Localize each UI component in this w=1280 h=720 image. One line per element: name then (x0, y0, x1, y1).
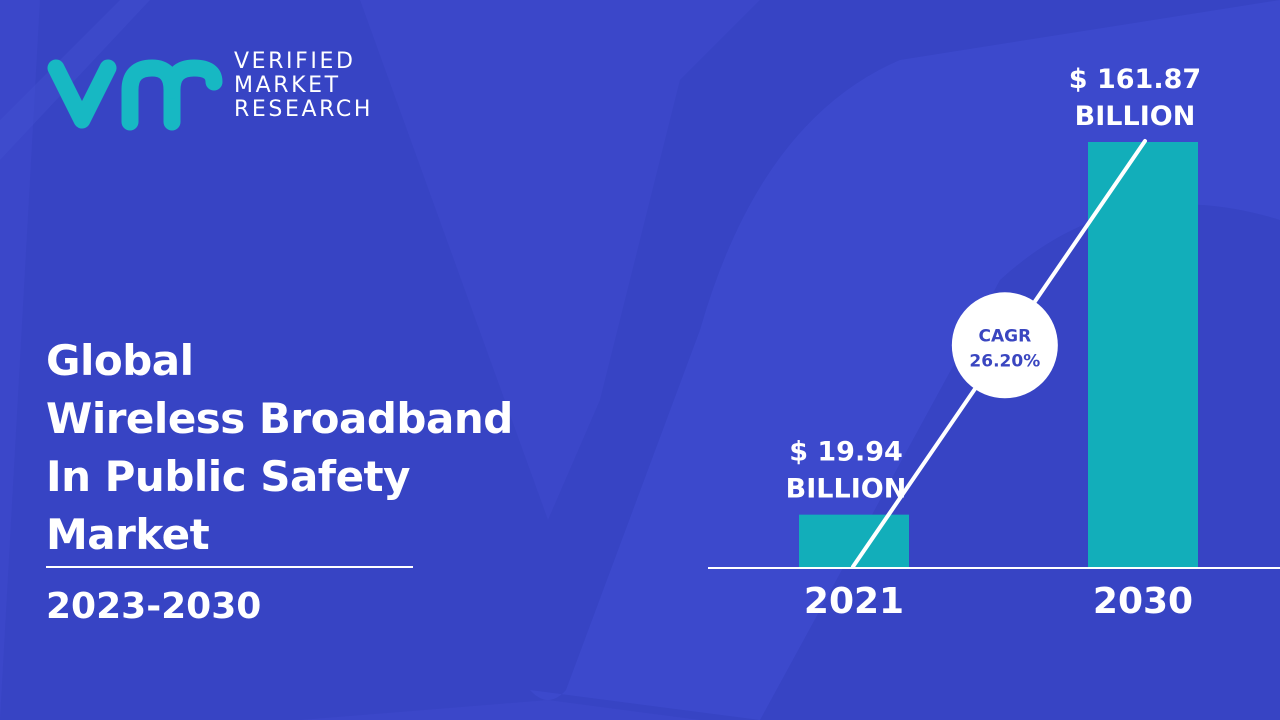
bar-2021 (799, 514, 909, 567)
cagr-label-line-1: CAGR (978, 326, 1031, 346)
data-label-2030-line-2: BILLION (1075, 101, 1196, 132)
data-label-2021-line-2: BILLION (786, 474, 907, 505)
title-line-4: Market (46, 510, 210, 559)
cagr-circle (951, 292, 1058, 399)
logo-line-2: MARKET (234, 73, 341, 98)
data-label-2030-line-1: $ 161.87 (1069, 64, 1201, 95)
title-line-3: In Public Safety (46, 452, 411, 501)
bar-2030 (1088, 142, 1198, 567)
cagr-label-line-2: 26.20% (969, 351, 1040, 371)
data-label-2021-line-1: $ 19.94 (789, 437, 903, 468)
forecast-period: 2023-2030 (46, 586, 262, 627)
logo-line-3: RESEARCH (234, 97, 373, 122)
x-tick-label-2021: 2021 (804, 581, 904, 622)
brand-logo: VERIFIED MARKET RESEARCH (42, 46, 402, 136)
vmr-logo-icon (47, 59, 223, 131)
logo-line-1: VERIFIED (234, 49, 356, 74)
x-tick-label-2030: 2030 (1093, 581, 1193, 622)
page-title: Global Wireless Broadband In Public Safe… (46, 332, 526, 564)
title-divider (46, 566, 413, 568)
logo-wordmark: VERIFIED MARKET RESEARCH (234, 50, 373, 122)
title-line-1: Global (46, 336, 194, 385)
title-line-2: Wireless Broadband (46, 394, 513, 443)
